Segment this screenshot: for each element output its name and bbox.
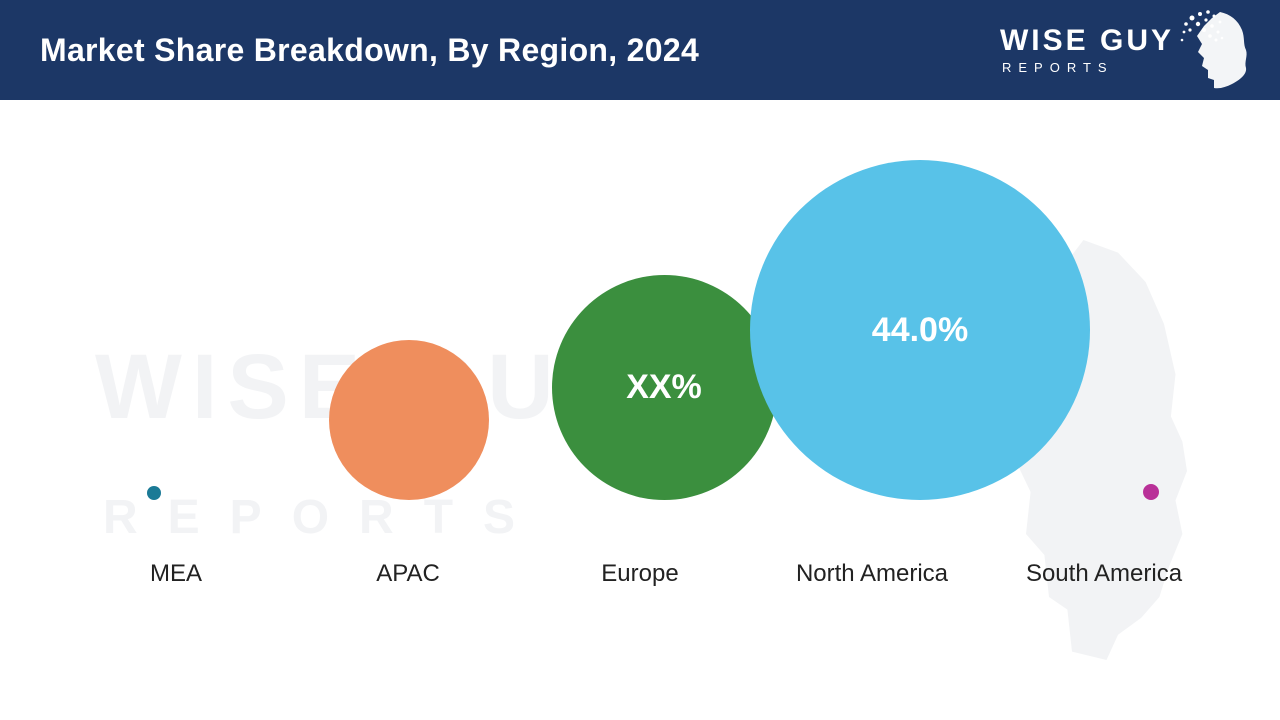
region-labels-row: MEA APAC Europe North America South Amer… — [0, 560, 1280, 588]
bubble-south-america[interactable] — [1143, 484, 1159, 500]
bubble-north-america[interactable]: 44.0% — [750, 160, 1090, 500]
bubble-europe[interactable]: XX% — [552, 275, 777, 500]
header-bar: Market Share Breakdown, By Region, 2024 … — [0, 0, 1280, 100]
company-logo: WISE GUY REPORTS — [1000, 10, 1250, 90]
region-label-europe: Europe — [524, 560, 756, 588]
bubble-mea[interactable] — [147, 486, 161, 500]
bubble-chart-row: XX% 44.0% — [0, 100, 1280, 560]
region-label-south-america: South America — [988, 560, 1220, 588]
chart-container: WISE GUY REPORTS XX% 44.0% MEA APAC Euro… — [0, 100, 1280, 720]
logo-sub-text: REPORTS — [1002, 60, 1114, 75]
logo-face-icon — [1180, 10, 1250, 90]
bubble-label-north-america: 44.0% — [872, 311, 968, 350]
region-label-north-america: North America — [756, 560, 988, 588]
logo-main-text: WISE GUY — [1000, 26, 1174, 56]
region-label-mea: MEA — [60, 560, 292, 588]
bubble-label-europe: XX% — [626, 368, 702, 407]
page-title: Market Share Breakdown, By Region, 2024 — [40, 32, 699, 69]
bubble-apac[interactable] — [329, 340, 489, 500]
region-label-apac: APAC — [292, 560, 524, 588]
